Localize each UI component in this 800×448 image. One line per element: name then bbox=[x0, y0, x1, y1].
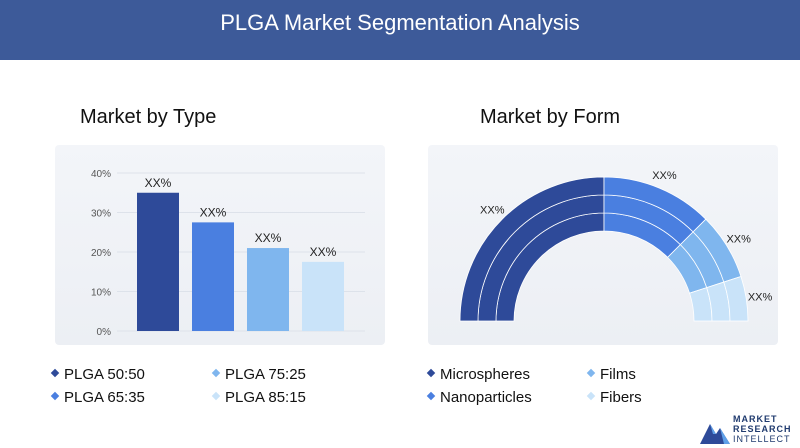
donut-chart: XX% XX% XX% XX% bbox=[459, 170, 773, 322]
page-title: PLGA Market Segmentation Analysis bbox=[220, 10, 580, 35]
donut-data-label: XX% bbox=[726, 233, 751, 245]
bar-data-label: XX% bbox=[255, 231, 282, 245]
bar-chart: 0% 10% 20% 30% 40% XX% XX% XX% XX% bbox=[91, 169, 365, 338]
company-logo: MARKET RESEARCH INTELLECT bbox=[700, 410, 795, 446]
legend-marker bbox=[50, 368, 60, 378]
bar-data-label: XX% bbox=[200, 205, 227, 219]
logo-line-2: RESEARCH bbox=[733, 424, 792, 434]
legend-item-microspheres: Microspheres bbox=[426, 366, 531, 383]
bar bbox=[302, 261, 344, 331]
y-tick-label: 0% bbox=[97, 327, 112, 338]
legend-marker bbox=[50, 391, 60, 401]
donut-chart-panel: XX% XX% XX% XX% bbox=[428, 145, 778, 345]
mountain-logo-icon bbox=[700, 424, 730, 444]
legend-item-plga-85-15: PLGA 85:15 bbox=[211, 389, 306, 406]
legend-label: PLGA 65:35 bbox=[64, 389, 145, 406]
legend-label: Nanoparticles bbox=[440, 389, 532, 406]
legend-marker bbox=[426, 391, 436, 401]
legend-item-nanoparticles: Nanoparticles bbox=[426, 389, 532, 406]
legend-item-plga-65-35: PLGA 65:35 bbox=[50, 389, 145, 406]
bar-data-label: XX% bbox=[145, 176, 172, 190]
bar bbox=[247, 248, 289, 331]
legend-label: PLGA 75:25 bbox=[225, 366, 306, 383]
y-tick-label: 30% bbox=[91, 209, 111, 220]
donut-chart-title: Market by Form bbox=[480, 106, 621, 128]
legend-item-plga-50-50: PLGA 50:50 bbox=[50, 366, 145, 383]
bar-data-label: XX% bbox=[310, 245, 337, 259]
donut-data-label: XX% bbox=[480, 204, 505, 216]
legend-label: PLGA 85:15 bbox=[225, 389, 306, 406]
bar-chart-title: Market by Type bbox=[80, 106, 217, 128]
legend-marker bbox=[426, 368, 436, 378]
legend-marker bbox=[211, 368, 221, 378]
legend-label: Films bbox=[600, 366, 636, 383]
logo-line-1: MARKET bbox=[733, 414, 778, 424]
y-tick-label: 10% bbox=[91, 288, 111, 299]
bar-chart-panel: 0% 10% 20% 30% 40% XX% XX% XX% XX% bbox=[55, 145, 385, 345]
donut-segment bbox=[723, 275, 749, 322]
bar bbox=[192, 222, 234, 331]
legend-label: PLGA 50:50 bbox=[64, 366, 145, 383]
legend-marker bbox=[586, 391, 596, 401]
legend-label: Microspheres bbox=[440, 366, 531, 383]
donut-data-label: XX% bbox=[652, 170, 677, 182]
y-tick-label: 20% bbox=[91, 248, 111, 259]
logo-line-3: INTELLECT bbox=[733, 434, 791, 444]
legend-item-plga-75-25: PLGA 75:25 bbox=[211, 366, 306, 383]
bar bbox=[137, 192, 179, 331]
legend-item-fibers: Fibers bbox=[586, 389, 642, 406]
legend-label: Fibers bbox=[600, 389, 642, 406]
legend-marker bbox=[211, 391, 221, 401]
donut-data-label: XX% bbox=[748, 291, 773, 303]
header-bar: PLGA Market Segmentation Analysis bbox=[0, 0, 800, 60]
legend-marker bbox=[586, 368, 596, 378]
y-tick-label: 40% bbox=[91, 169, 111, 180]
legend-item-films: Films bbox=[586, 366, 636, 383]
